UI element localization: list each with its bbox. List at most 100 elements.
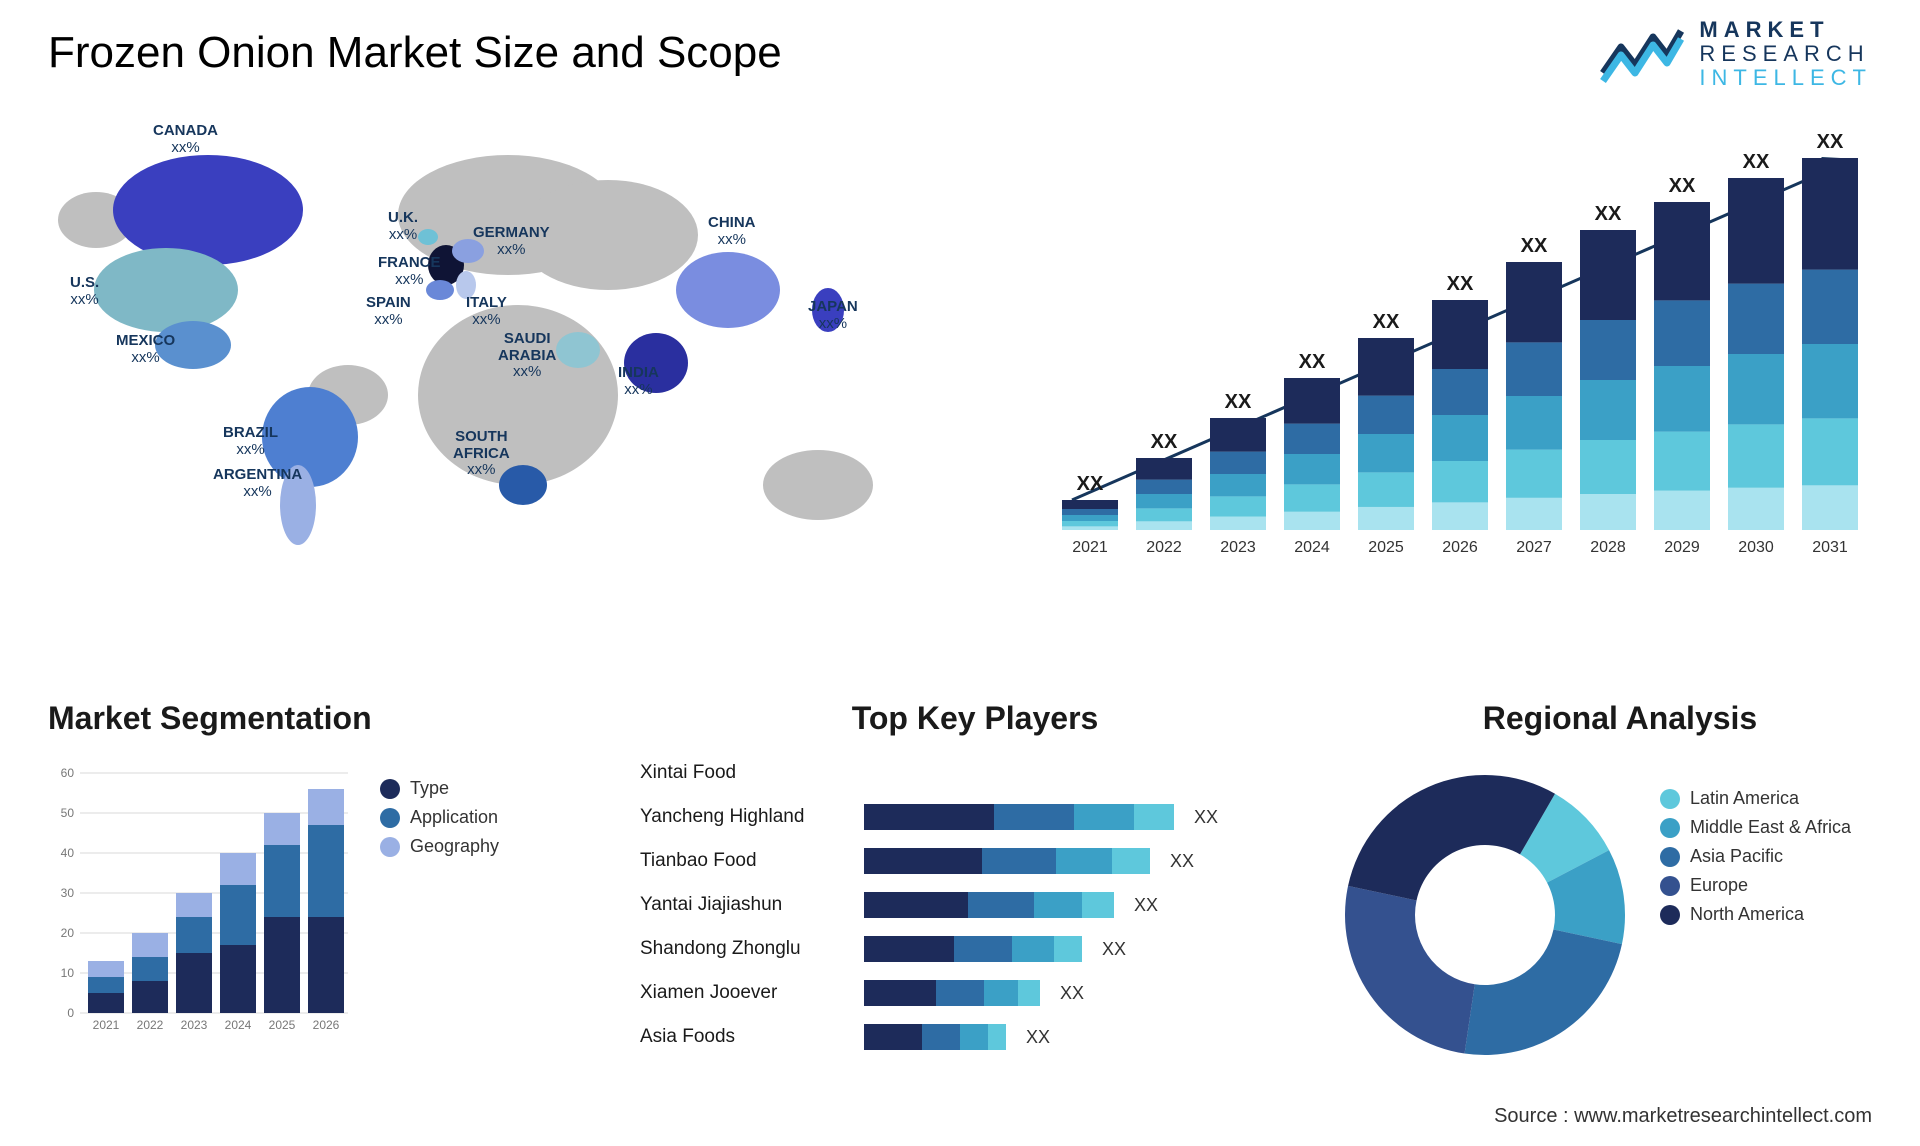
svg-text:XX: XX bbox=[1299, 351, 1326, 373]
svg-text:60: 60 bbox=[61, 766, 75, 780]
logo-line1: MARKET bbox=[1699, 18, 1872, 42]
svg-text:2029: 2029 bbox=[1664, 539, 1700, 556]
svg-text:XX: XX bbox=[1373, 311, 1400, 333]
key-player-row: Asia FoodsXX bbox=[640, 1015, 1310, 1059]
svg-text:20: 20 bbox=[61, 926, 75, 940]
key-player-value: XX bbox=[1194, 807, 1218, 828]
svg-text:2025: 2025 bbox=[269, 1018, 296, 1032]
legend-label: Type bbox=[410, 778, 449, 799]
key-player-bar bbox=[864, 804, 1174, 830]
map-label-canada: CANADAxx% bbox=[153, 123, 218, 156]
legend-swatch-icon bbox=[380, 837, 400, 857]
regional-donut bbox=[1330, 760, 1640, 1070]
main-bar-chart: XX2021XX2022XX2023XX2024XX2025XX2026XX20… bbox=[1052, 130, 1872, 560]
region-legend-item: Latin America bbox=[1660, 788, 1851, 809]
map-label-japan: JAPANxx% bbox=[808, 299, 858, 332]
brand-logo: MARKET RESEARCH INTELLECT bbox=[1599, 18, 1872, 91]
legend-swatch-icon bbox=[1660, 818, 1680, 838]
logo-line2: RESEARCH bbox=[1699, 42, 1872, 66]
legend-label: Geography bbox=[410, 836, 499, 857]
svg-text:40: 40 bbox=[61, 846, 75, 860]
key-player-row: Shandong Zhonglu XX bbox=[640, 927, 1310, 971]
svg-text:2022: 2022 bbox=[137, 1018, 164, 1032]
regional-section: Regional Analysis bbox=[1340, 700, 1900, 743]
key-player-name: Yantai Jiajiashun bbox=[640, 894, 850, 916]
map-label-italy: ITALYxx% bbox=[466, 295, 507, 328]
svg-text:XX: XX bbox=[1743, 151, 1770, 173]
legend-swatch-icon bbox=[380, 808, 400, 828]
legend-label: North America bbox=[1690, 904, 1804, 925]
legend-swatch-icon bbox=[1660, 876, 1680, 896]
svg-text:2023: 2023 bbox=[1220, 539, 1256, 556]
seg-legend-type: Type bbox=[380, 778, 499, 799]
segmentation-title: Market Segmentation bbox=[48, 700, 608, 743]
legend-label: Middle East & Africa bbox=[1690, 817, 1851, 838]
page-title: Frozen Onion Market Size and Scope bbox=[48, 28, 782, 78]
svg-text:2023: 2023 bbox=[181, 1018, 208, 1032]
map-label-spain: SPAINxx% bbox=[366, 295, 411, 328]
key-player-bar bbox=[864, 1024, 1006, 1050]
svg-text:2030: 2030 bbox=[1738, 539, 1774, 556]
key-player-row: Xiamen Jooever XX bbox=[640, 971, 1310, 1015]
svg-text:2028: 2028 bbox=[1590, 539, 1626, 556]
svg-text:XX: XX bbox=[1077, 473, 1104, 495]
map-label-saudi-arabia: SAUDIARABIAxx% bbox=[498, 331, 556, 381]
legend-label: Asia Pacific bbox=[1690, 846, 1783, 867]
svg-text:2027: 2027 bbox=[1516, 539, 1552, 556]
region-legend-item: Asia Pacific bbox=[1660, 846, 1851, 867]
map-label-brazil: BRAZILxx% bbox=[223, 425, 278, 458]
svg-text:XX: XX bbox=[1595, 203, 1622, 225]
svg-text:XX: XX bbox=[1151, 431, 1178, 453]
svg-text:XX: XX bbox=[1669, 175, 1696, 197]
key-player-name: Xintai Food bbox=[640, 762, 850, 784]
key-players-title: Top Key Players bbox=[640, 700, 1310, 743]
svg-text:0: 0 bbox=[67, 1006, 74, 1020]
map-label-germany: GERMANYxx% bbox=[473, 225, 550, 258]
key-player-row: Tianbao FoodXX bbox=[640, 839, 1310, 883]
key-player-value: XX bbox=[1102, 939, 1126, 960]
key-player-value: XX bbox=[1060, 983, 1084, 1004]
svg-text:50: 50 bbox=[61, 806, 75, 820]
legend-swatch-icon bbox=[1660, 905, 1680, 925]
map-label-india: INDIAxx% bbox=[618, 365, 659, 398]
logo-mark-icon bbox=[1599, 23, 1685, 85]
regional-title: Regional Analysis bbox=[1340, 700, 1900, 743]
legend-swatch-icon bbox=[380, 779, 400, 799]
legend-swatch-icon bbox=[1660, 789, 1680, 809]
region-legend-item: Middle East & Africa bbox=[1660, 817, 1851, 838]
key-player-name: Yancheng Highland bbox=[640, 806, 850, 828]
region-legend-item: Europe bbox=[1660, 875, 1851, 896]
svg-text:2024: 2024 bbox=[1294, 539, 1330, 556]
svg-text:2024: 2024 bbox=[225, 1018, 252, 1032]
map-label-u-k-: U.K.xx% bbox=[388, 210, 418, 243]
key-player-value: XX bbox=[1134, 895, 1158, 916]
map-label-argentina: ARGENTINAxx% bbox=[213, 467, 302, 500]
map-label-u-s-: U.S.xx% bbox=[70, 275, 99, 308]
seg-legend-geography: Geography bbox=[380, 836, 499, 857]
market-segmentation-section: Market Segmentation 01020304050602021202… bbox=[48, 700, 608, 1063]
svg-text:2026: 2026 bbox=[313, 1018, 340, 1032]
map-label-south-africa: SOUTHAFRICAxx% bbox=[453, 429, 510, 479]
svg-text:XX: XX bbox=[1225, 391, 1252, 413]
svg-text:XX: XX bbox=[1447, 273, 1474, 295]
map-label-france: FRANCExx% bbox=[378, 255, 441, 288]
svg-text:2031: 2031 bbox=[1812, 539, 1848, 556]
key-player-row: Yantai Jiajiashun XX bbox=[640, 883, 1310, 927]
key-player-name: Tianbao Food bbox=[640, 850, 850, 872]
source-attribution: Source : www.marketresearchintellect.com bbox=[1494, 1105, 1872, 1128]
key-player-name: Shandong Zhonglu bbox=[640, 938, 850, 960]
map-label-mexico: MEXICOxx% bbox=[116, 333, 175, 366]
svg-text:2026: 2026 bbox=[1442, 539, 1478, 556]
key-player-name: Xiamen Jooever bbox=[640, 982, 850, 1004]
svg-text:2025: 2025 bbox=[1368, 539, 1404, 556]
key-player-bar bbox=[864, 936, 1082, 962]
svg-text:XX: XX bbox=[1521, 235, 1548, 257]
key-player-bar bbox=[864, 892, 1114, 918]
key-player-value: XX bbox=[1026, 1027, 1050, 1048]
key-players-section: Top Key Players Xintai Food Yancheng High… bbox=[640, 700, 1310, 1059]
svg-text:2021: 2021 bbox=[93, 1018, 120, 1032]
map-label-china: CHINAxx% bbox=[708, 215, 756, 248]
legend-swatch-icon bbox=[1660, 847, 1680, 867]
legend-label: Latin America bbox=[1690, 788, 1799, 809]
svg-text:2022: 2022 bbox=[1146, 539, 1182, 556]
